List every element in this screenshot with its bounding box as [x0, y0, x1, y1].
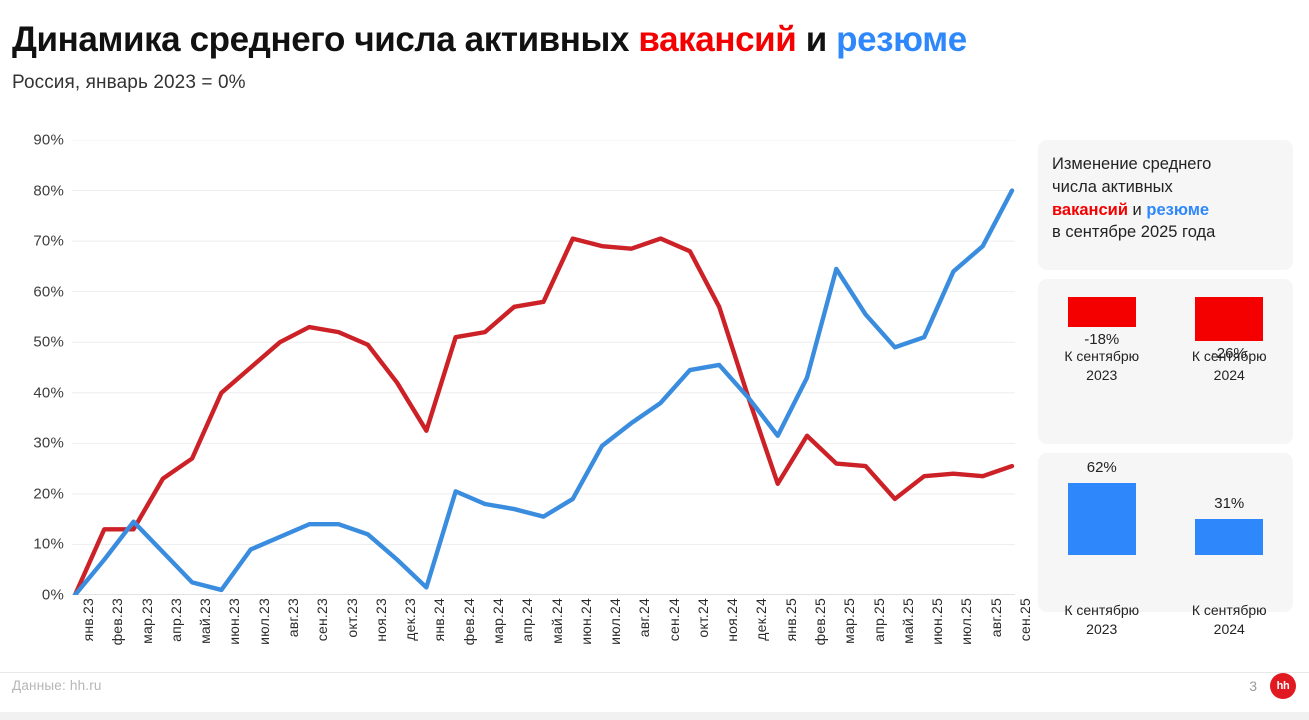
resumes-bar-group: 62% К сентябрю 2023	[1038, 453, 1166, 637]
x-axis-tick-label: фев.25	[812, 598, 829, 646]
x-axis-tick-label: фев.23	[109, 598, 126, 646]
x-axis-tick-label: июл.23	[255, 598, 272, 645]
y-axis-tick-label: 80%	[33, 182, 64, 200]
panel-resumes-bars: 62% К сентябрю 2023 31% К сентябрю 2024	[1038, 453, 1294, 637]
x-axis-tick-label: ноя.23	[372, 598, 389, 642]
panel-vacancies-bars: -18% К сентябрю 2023 -26% К сентябрю 2024	[1038, 279, 1293, 444]
y-axis-tick-label: 50%	[33, 333, 64, 351]
x-axis-tick-label: июн.23	[226, 598, 243, 645]
panel-caption-and: и	[1127, 200, 1147, 219]
x-axis-tick-label: июн.25	[929, 598, 946, 645]
y-axis-tick-label: 70%	[33, 232, 64, 250]
vacancies-bar-caption-line2: 2024	[1213, 366, 1245, 383]
x-axis-tick-label: апр.23	[167, 598, 184, 642]
series-line-resumes	[72, 188, 1015, 595]
x-axis-tick-label: апр.25	[870, 598, 887, 642]
x-axis-tick-label: май.23	[197, 598, 214, 644]
x-axis-tick-label: июл.25	[958, 598, 975, 645]
vacancies-bar	[1195, 297, 1264, 341]
panel-caption-line2: числа активных	[1052, 177, 1173, 196]
bottom-band	[0, 712, 1309, 720]
title-conjunction: и	[796, 20, 837, 59]
x-axis-tick-label: сен.25	[1017, 598, 1033, 642]
resumes-bar-caption-line2: 2024	[1213, 620, 1245, 637]
plot-svg	[72, 140, 1015, 595]
x-axis-tick-label: янв.23	[80, 598, 96, 642]
vacancies-bar-value: -26%	[1211, 345, 1247, 362]
x-axis-tick-label: дек.23	[402, 598, 419, 641]
page-title: Динамика среднего числа активных ваканси…	[12, 20, 1297, 59]
panel-caption-vacancies: вакансий	[1052, 200, 1128, 219]
vacancies-bar-caption: К сентябрю 2023	[1064, 347, 1139, 385]
panel-caption-line4: в сентябре 2025 года	[1052, 223, 1216, 242]
y-axis-tick-label: 0%	[41, 586, 64, 604]
x-axis-tick-label: мар.25	[841, 598, 858, 644]
x-axis-tick-label: апр.24	[519, 598, 536, 642]
resumes-bar-caption-line2: 2023	[1086, 620, 1118, 637]
resumes-bar	[1067, 483, 1136, 555]
y-axis-tick-label: 90%	[33, 131, 64, 149]
hh-logo-icon: hh	[1270, 673, 1296, 699]
vacancies-bar	[1067, 297, 1136, 328]
title-highlight-resumes: резюме	[836, 20, 967, 59]
resumes-bar-caption-line1: К сентябрю	[1064, 602, 1140, 618]
resumes-bar-group: 31% К сентябрю 2024	[1166, 453, 1294, 637]
vacancies-bar-group: -26% К сентябрю 2024	[1166, 279, 1294, 444]
y-axis-tick-label: 30%	[33, 434, 64, 452]
resumes-bar-caption: К сентябрю 2023	[1064, 601, 1139, 639]
source-note: Данные: hh.ru	[12, 678, 102, 693]
line-chart: 0% 10% 20% 30% 40% 50% 60% 70% 80% 90% янв.23 фев.…	[0, 132, 1033, 670]
x-axis-tick-label: сен.24	[665, 598, 682, 642]
x-axis-tick-label: мар.23	[138, 598, 155, 644]
footer-divider	[0, 672, 1309, 673]
resumes-bar-value: 62%	[1086, 459, 1117, 476]
x-axis-tick-label: фев.24	[460, 598, 477, 646]
y-axis-tick-label: 20%	[33, 485, 64, 503]
x-axis-tick-label: янв.25	[782, 598, 799, 642]
x-axis-tick-label: мар.24	[489, 598, 506, 644]
resumes-bar-value: 31%	[1214, 495, 1245, 512]
series-lines	[72, 188, 1015, 595]
vacancies-bar-caption-line1: К сентябрю	[1191, 348, 1267, 364]
x-axis-tick-label: ноя.24	[724, 598, 741, 642]
x-axis-tick-label: май.25	[899, 598, 916, 644]
x-axis-tick-label: июн.24	[577, 598, 594, 645]
panel-caption: Изменение среднего числа активных ваканс…	[1038, 140, 1293, 270]
x-axis-tick-label: авг.25	[987, 598, 1004, 638]
x-axis: янв.23 фев.23 мар.23 апр.23 май.23 июн.23 июл.…	[72, 598, 1033, 678]
resumes-bar	[1195, 519, 1264, 555]
header: Динамика среднего числа активных ваканси…	[12, 20, 1297, 94]
vacancies-bar-caption: К сентябрю 2024	[1192, 347, 1267, 385]
series-line-vacancies	[72, 236, 1015, 595]
panel-caption-resumes: резюме	[1146, 200, 1210, 219]
y-axis-tick-label: 60%	[33, 283, 64, 301]
x-axis-tick-label: авг.23	[284, 598, 301, 638]
panel-caption-line1: Изменение среднего	[1052, 155, 1212, 173]
title-highlight-vacancies: вакансий	[638, 20, 797, 59]
plot-area	[72, 140, 1015, 595]
title-text-plain: Динамика среднего числа активных	[12, 20, 639, 59]
vacancies-bar-caption-line1: К сентябрю	[1064, 348, 1140, 364]
resumes-bar-caption: К сентябрю 2024	[1192, 601, 1267, 639]
x-axis-tick-label: янв.24	[431, 598, 448, 642]
page-number: 3	[1249, 678, 1257, 694]
vacancies-bar-caption-line2: 2023	[1086, 366, 1118, 383]
y-axis: 0% 10% 20% 30% 40% 50% 60% 70% 80% 90%	[0, 132, 64, 604]
x-axis-tick-label: май.24	[548, 598, 565, 644]
page-subtitle: Россия, январь 2023 = 0%	[12, 72, 246, 94]
y-axis-tick-label: 40%	[33, 384, 64, 402]
gridlines	[72, 140, 1015, 595]
x-axis-tick-label: сен.23	[314, 598, 331, 642]
y-axis-tick-label: 10%	[33, 535, 64, 553]
vacancies-bar-group: -18% К сентябрю 2023	[1038, 279, 1166, 444]
x-axis-tick-label: окт.23	[343, 598, 360, 638]
summary-panel: Изменение среднего числа активных ваканс…	[1038, 140, 1294, 637]
vacancies-bar-value: -18%	[1084, 331, 1120, 349]
x-axis-tick-label: окт.24	[694, 598, 711, 638]
resumes-bar-caption-line1: К сентябрю	[1191, 602, 1267, 618]
x-axis-tick-label: авг.24	[636, 598, 653, 638]
x-axis-tick-label: июл.24	[607, 598, 624, 645]
x-axis-tick-label: дек.24	[753, 598, 770, 641]
